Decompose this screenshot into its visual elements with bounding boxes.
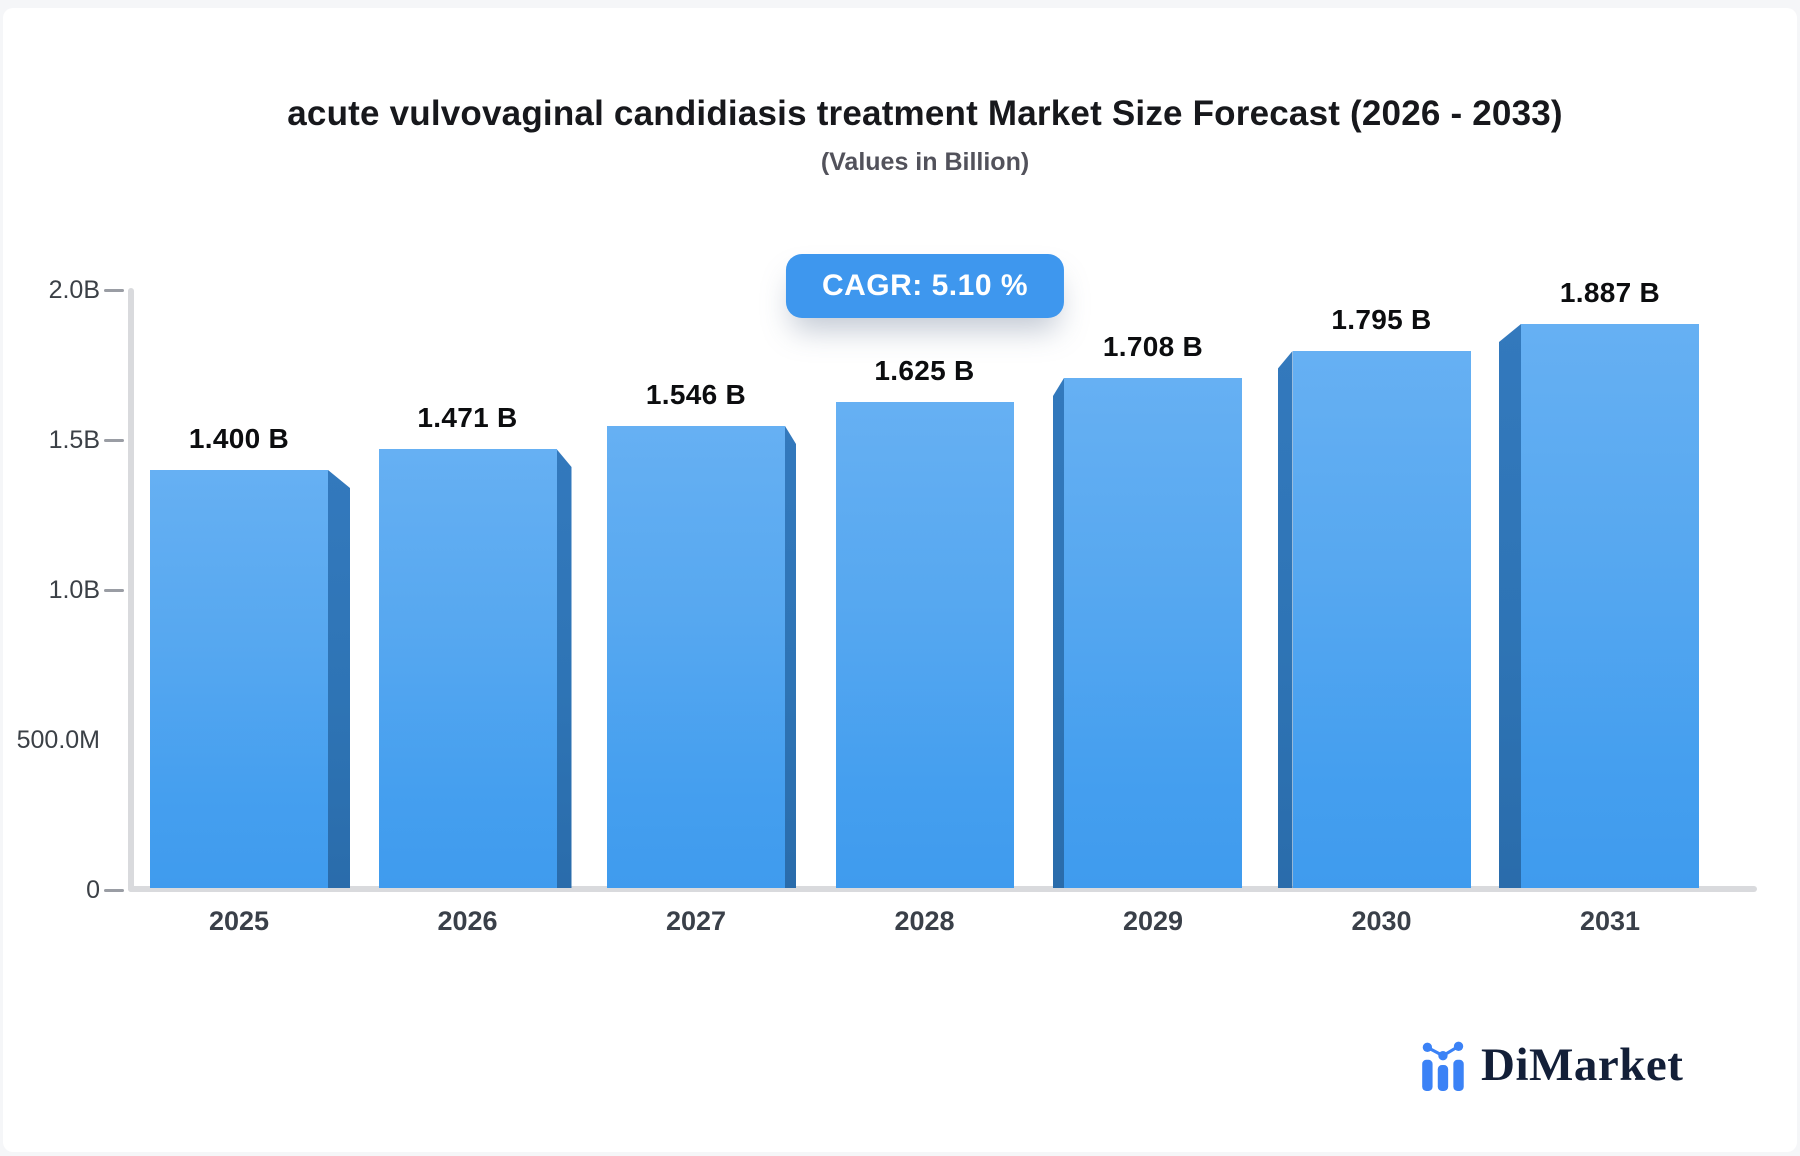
bar-value-label: 1.887 B xyxy=(1559,277,1661,308)
y-tick-dash xyxy=(104,889,124,892)
bar-value-label: 1.400 B xyxy=(188,423,290,454)
x-axis-label-2030: 2030 xyxy=(1351,906,1412,936)
y-tick-label: 2.0B xyxy=(48,276,100,304)
y-tick-label: 0 xyxy=(86,876,100,904)
y-tick-dash xyxy=(104,589,124,592)
x-axis-label-2031: 2031 xyxy=(1579,906,1641,936)
y-tick-label: 500.0M xyxy=(16,726,100,754)
page-title: acute vulvovaginal candidiasis treatment… xyxy=(287,94,1563,133)
bar-side-2026 xyxy=(556,449,572,888)
bar-value-label: 1.471 B xyxy=(417,402,518,433)
bar-side-2029 xyxy=(1053,378,1064,888)
bar-2028[interactable] xyxy=(835,402,1014,888)
y-tick-label: 1.0B xyxy=(48,576,100,604)
bar-side-2030 xyxy=(1277,351,1293,888)
bar-2026[interactable] xyxy=(378,449,557,888)
y-axis-line xyxy=(128,288,134,892)
x-axis-label-2025: 2025 xyxy=(208,906,270,936)
y-tick-label: 1.5B xyxy=(48,426,100,454)
bar-value-label: 1.625 B xyxy=(874,355,975,386)
bar-2030[interactable] xyxy=(1292,351,1471,888)
bar-2027[interactable] xyxy=(607,426,785,888)
page-subtitle: (Values in Billion) xyxy=(820,148,1030,176)
x-axis-label-2028: 2028 xyxy=(894,906,955,936)
x-axis-line xyxy=(128,886,1757,892)
bar-value-label: 1.795 B xyxy=(1331,304,1432,335)
cagr-badge: CAGR: 5.10 % xyxy=(785,254,1065,318)
bar-2031[interactable] xyxy=(1521,324,1699,888)
x-axis-label-2027: 2027 xyxy=(665,906,727,936)
y-tick-dash xyxy=(104,439,124,442)
bar-2025[interactable] xyxy=(150,470,328,888)
chart-card: acute vulvovaginal candidiasis treatment… xyxy=(3,8,1797,1152)
bar-line-chart-icon xyxy=(1422,1041,1464,1091)
dimarket-logo[interactable]: DiMarket xyxy=(1421,1036,1683,1094)
bar-value-label: 1.708 B xyxy=(1102,331,1204,362)
bar-value-label: 1.546 B xyxy=(645,379,747,410)
bar-side-2027 xyxy=(785,426,796,888)
y-tick-dash xyxy=(104,289,124,292)
bar-2029[interactable] xyxy=(1064,378,1242,888)
bar-side-2025 xyxy=(328,470,350,888)
bar-side-2031 xyxy=(1499,324,1521,888)
x-axis-label-2026: 2026 xyxy=(437,906,498,936)
logo-text: DiMarket xyxy=(1481,1038,1684,1091)
chart-header: acute vulvovaginal candidiasis treatment… xyxy=(50,0,1800,340)
x-axis-label-2029: 2029 xyxy=(1122,906,1184,936)
